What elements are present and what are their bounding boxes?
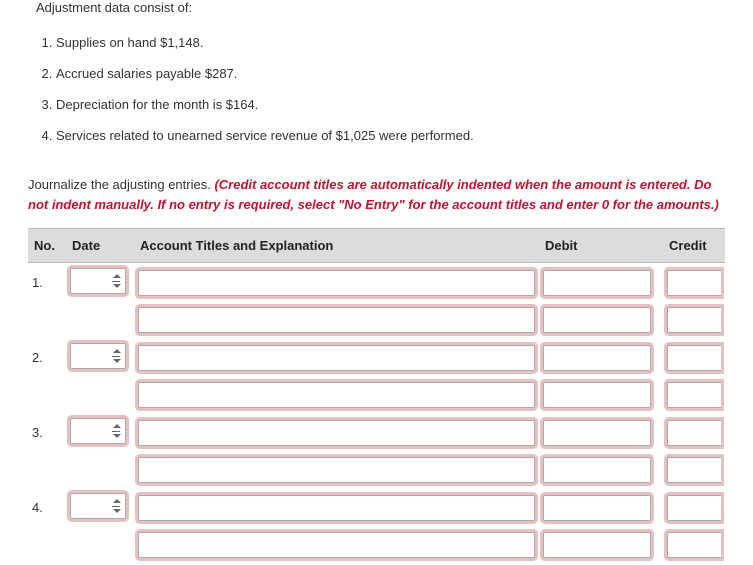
row-number [28,302,66,338]
debit-input[interactable] [543,457,651,483]
debit-input[interactable] [543,532,651,558]
debit-cell [539,452,663,488]
table-row [28,302,725,338]
account-title-input[interactable] [138,382,535,408]
date-cell [66,338,134,377]
col-header-date: Date [66,229,134,263]
credit-cell [663,413,725,452]
row-number: 1. [28,263,66,303]
row-number: 3. [28,413,66,452]
credit-input[interactable] [667,382,721,408]
debit-input[interactable] [543,420,651,446]
credit-cell [663,377,725,413]
list-item: Accrued salaries payable $287. [56,58,725,89]
credit-input[interactable] [667,345,721,371]
table-row: 2. [28,338,725,377]
credit-cell [663,263,725,303]
credit-cell [663,452,725,488]
debit-cell [539,377,663,413]
date-cell [66,527,134,563]
list-item: Depreciation for the month is $164. [56,89,725,120]
debit-cell [539,527,663,563]
col-header-debit: Debit [539,229,663,263]
account-cell [134,302,539,338]
date-cell [66,413,134,452]
account-cell [134,452,539,488]
table-header-row: No. Date Account Titles and Explanation … [28,229,725,263]
account-cell [134,413,539,452]
date-stepper[interactable] [70,343,126,369]
row-number [28,377,66,413]
row-number: 4. [28,488,66,527]
credit-input[interactable] [667,307,721,333]
date-stepper[interactable] [70,493,126,519]
account-title-input[interactable] [138,532,535,558]
account-cell [134,338,539,377]
credit-input[interactable] [667,270,721,296]
debit-input[interactable] [543,307,651,333]
account-cell [134,488,539,527]
table-row [28,377,725,413]
account-title-input[interactable] [138,307,535,333]
row-number [28,452,66,488]
date-cell [66,377,134,413]
debit-input[interactable] [543,345,651,371]
account-title-input[interactable] [138,345,535,371]
col-header-credit: Credit [663,229,725,263]
account-title-input[interactable] [138,457,535,483]
debit-cell [539,302,663,338]
debit-cell [539,488,663,527]
col-header-account: Account Titles and Explanation [134,229,539,263]
credit-cell [663,338,725,377]
credit-input[interactable] [667,420,721,446]
date-cell [66,488,134,527]
date-cell [66,452,134,488]
table-row: 4. [28,488,725,527]
credit-input[interactable] [667,532,721,558]
date-cell [66,302,134,338]
instructions: Journalize the adjusting entries. (Credi… [28,175,725,214]
date-stepper[interactable] [70,268,126,294]
col-header-no: No. [28,229,66,263]
debit-cell [539,413,663,452]
adjustment-data-list: Supplies on hand $1,148. Accrued salarie… [56,27,725,151]
credit-cell [663,527,725,563]
date-cell [66,263,134,303]
account-title-input[interactable] [138,270,535,296]
date-stepper[interactable] [70,418,126,444]
table-row [28,452,725,488]
account-title-input[interactable] [138,420,535,446]
row-number [28,527,66,563]
journal-table: No. Date Account Titles and Explanation … [28,228,725,563]
debit-input[interactable] [543,270,651,296]
credit-input[interactable] [667,457,721,483]
credit-cell [663,302,725,338]
credit-input[interactable] [667,495,721,521]
credit-cell [663,488,725,527]
instruction-lead: Journalize the adjusting entries. [28,177,214,192]
debit-input[interactable] [543,382,651,408]
row-number: 2. [28,338,66,377]
list-item: Services related to unearned service rev… [56,120,725,151]
table-row: 3. [28,413,725,452]
account-cell [134,377,539,413]
account-cell [134,263,539,303]
debit-input[interactable] [543,495,651,521]
table-row [28,527,725,563]
debit-cell [539,338,663,377]
debit-cell [539,263,663,303]
account-title-input[interactable] [138,495,535,521]
list-item: Supplies on hand $1,148. [56,27,725,58]
section-heading: Adjustment data consist of: [36,0,725,15]
account-cell [134,527,539,563]
table-row: 1. [28,263,725,303]
